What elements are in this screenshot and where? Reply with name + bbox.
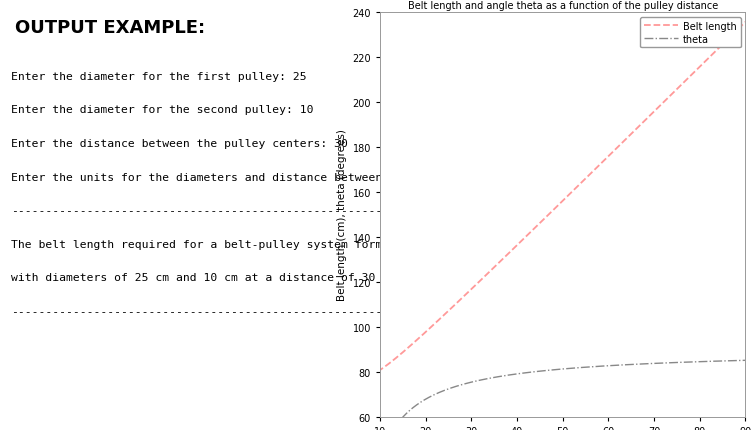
theta xyxy=(741,358,750,363)
Text: The belt length required for a belt-pulley system formed by two pulleys: The belt length required for a belt-pull… xyxy=(11,239,499,249)
Y-axis label: Belt length (cm), theta (degrees): Belt length (cm), theta (degrees) xyxy=(337,129,347,301)
Line: theta: theta xyxy=(369,360,745,430)
Belt length xyxy=(741,20,750,25)
theta xyxy=(593,364,602,369)
Belt length xyxy=(604,154,613,159)
Belt length xyxy=(364,373,373,378)
theta xyxy=(583,365,592,370)
Text: with diameters of 25 cm and 10 cm at a distance of 30 cm is 116.863 cm.: with diameters of 25 cm and 10 cm at a d… xyxy=(11,273,499,283)
Text: Enter the diameter for the first pulley: 25: Enter the diameter for the first pulley:… xyxy=(11,71,306,82)
theta xyxy=(688,359,697,365)
Text: Enter the units for the diameters and distance between the pulley centers: cm: Enter the units for the diameters and di… xyxy=(11,172,541,182)
Belt length xyxy=(650,109,659,114)
Title: Belt length and angle theta as a function of the pulley distance: Belt length and angle theta as a functio… xyxy=(407,1,718,11)
Text: Enter the diameter for the second pulley: 10: Enter the diameter for the second pulley… xyxy=(11,105,313,115)
Belt length xyxy=(593,165,602,170)
Belt length xyxy=(688,71,697,77)
Line: Belt length: Belt length xyxy=(369,23,745,375)
Belt length xyxy=(387,359,396,364)
Text: Enter the distance between the pulley centers: 30: Enter the distance between the pulley ce… xyxy=(11,138,348,149)
Legend: Belt length, theta: Belt length, theta xyxy=(640,18,741,48)
theta xyxy=(650,361,659,366)
Text: ----------------------------------------------------------------: ----------------------------------------… xyxy=(11,306,451,316)
theta xyxy=(604,363,613,369)
Text: OUTPUT EXAMPLE:: OUTPUT EXAMPLE: xyxy=(14,19,205,37)
Belt length xyxy=(583,175,592,180)
Text: ----------------------------------------------------------------: ----------------------------------------… xyxy=(11,206,451,216)
